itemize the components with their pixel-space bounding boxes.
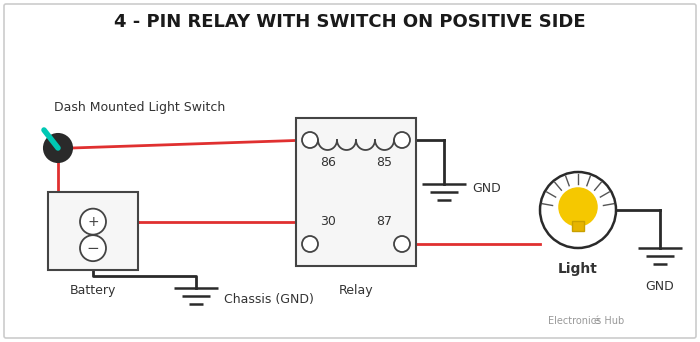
Text: 87: 87 [376, 215, 392, 228]
Text: 4 - PIN RELAY WITH SWITCH ON POSITIVE SIDE: 4 - PIN RELAY WITH SWITCH ON POSITIVE SI… [114, 13, 586, 31]
Circle shape [302, 236, 318, 252]
Text: Light: Light [558, 262, 598, 276]
Text: −: − [87, 241, 99, 256]
Text: Battery: Battery [70, 284, 116, 297]
FancyBboxPatch shape [296, 118, 416, 266]
Circle shape [540, 172, 616, 248]
Circle shape [302, 132, 318, 148]
Text: é: é [594, 316, 600, 326]
Circle shape [44, 134, 72, 162]
Circle shape [80, 209, 106, 235]
Text: 85: 85 [376, 156, 392, 169]
FancyBboxPatch shape [4, 4, 696, 338]
Text: +: + [88, 215, 99, 229]
Text: GND: GND [645, 280, 674, 293]
Text: Electronics Hub: Electronics Hub [547, 316, 624, 326]
Text: Dash Mounted Light Switch: Dash Mounted Light Switch [54, 101, 225, 114]
FancyBboxPatch shape [572, 221, 584, 231]
Text: 86: 86 [320, 156, 336, 169]
Circle shape [394, 236, 410, 252]
Text: Relay: Relay [339, 284, 373, 297]
Circle shape [394, 132, 410, 148]
Circle shape [558, 187, 598, 227]
Text: GND: GND [472, 183, 500, 196]
Text: Chassis (GND): Chassis (GND) [224, 293, 314, 306]
Circle shape [80, 235, 106, 261]
FancyBboxPatch shape [48, 192, 138, 270]
Text: 30: 30 [320, 215, 336, 228]
